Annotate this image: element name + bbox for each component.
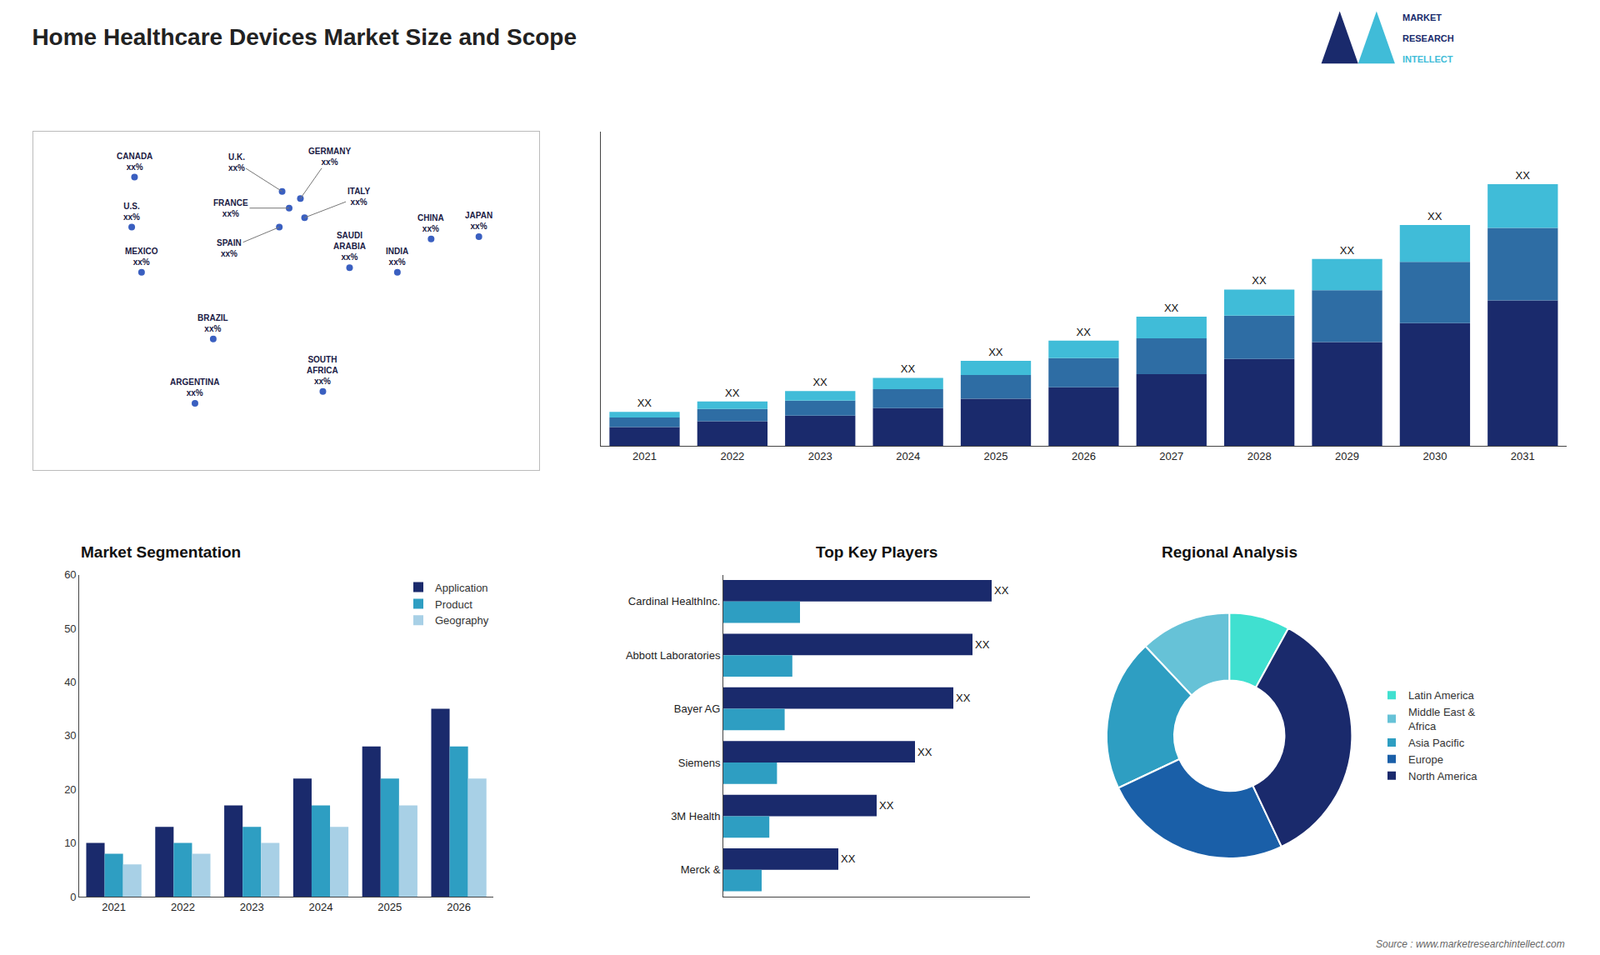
svg-text:2021: 2021 (632, 450, 657, 463)
svg-text:2026: 2026 (446, 900, 471, 914)
svg-text:2028: 2028 (1247, 450, 1272, 463)
svg-text:2030: 2030 (1422, 450, 1447, 463)
svg-text:60: 60 (64, 568, 76, 581)
svg-text:Regional Analysis: Regional Analysis (1161, 543, 1298, 561)
svg-text:GERMANYxx%: GERMANYxx% (308, 146, 351, 167)
svg-text:XX: XX (1427, 210, 1443, 223)
svg-text:Latin America: Latin America (1408, 689, 1475, 702)
svg-text:BRAZILxx%: BRAZILxx% (197, 313, 229, 334)
svg-text:XX: XX (955, 691, 971, 705)
svg-text:2025: 2025 (984, 450, 1009, 463)
svg-text:XX: XX (988, 345, 1004, 359)
svg-text:XX: XX (812, 375, 828, 389)
svg-text:Cardinal HealthInc.: Cardinal HealthInc. (628, 595, 721, 608)
svg-text:Abbott Laboratories: Abbott Laboratories (625, 649, 721, 662)
svg-text:JAPANxx%: JAPANxx% (465, 210, 493, 231)
svg-text:Europe: Europe (1408, 753, 1444, 766)
svg-text:2024: 2024 (895, 450, 920, 463)
svg-text:2024: 2024 (309, 900, 334, 914)
svg-text:2021: 2021 (101, 900, 126, 914)
svg-text:2023: 2023 (808, 450, 833, 463)
svg-text:ITALYxx%: ITALYxx% (347, 186, 371, 207)
svg-text:SOUTHAFRICAxx%: SOUTHAFRICAxx% (306, 355, 339, 386)
svg-text:XX: XX (840, 852, 856, 865)
svg-text:Home Healthcare Devices Market: Home Healthcare Devices Market Size and … (31, 24, 577, 50)
svg-text:Bayer AG: Bayer AG (674, 702, 721, 715)
svg-text:XX: XX (1340, 244, 1355, 257)
svg-text:XX: XX (879, 799, 895, 812)
svg-text:Product: Product (435, 598, 473, 611)
svg-text:2027: 2027 (1159, 450, 1184, 463)
svg-text:XX: XX (975, 638, 990, 651)
svg-text:INDIAxx%: INDIAxx% (385, 246, 409, 267)
svg-text:Middle East &Africa: Middle East &Africa (1408, 705, 1476, 733)
svg-text:XX: XX (637, 396, 653, 410)
svg-text:50: 50 (64, 622, 76, 635)
svg-text:XX: XX (994, 584, 1010, 597)
svg-text:0: 0 (70, 890, 76, 904)
svg-text:2022: 2022 (720, 450, 745, 463)
svg-text:Siemens: Siemens (678, 756, 721, 770)
svg-text:North America: North America (1408, 770, 1478, 783)
svg-text:10: 10 (64, 836, 76, 850)
svg-text:U.S.xx%: U.S.xx% (123, 201, 140, 222)
svg-text:Market Segmentation: Market Segmentation (80, 543, 241, 561)
svg-text:XX: XX (900, 362, 916, 375)
svg-text:CANADAxx%: CANADAxx% (116, 151, 153, 172)
svg-text:30: 30 (64, 729, 76, 742)
svg-text:U.K.xx%: U.K.xx% (228, 152, 245, 173)
svg-text:SPAINxx%: SPAINxx% (216, 238, 242, 259)
svg-text:Source : www.marketresearchint: Source : www.marketresearchintellect.com (1375, 938, 1565, 950)
svg-text:2023: 2023 (240, 900, 265, 914)
svg-text:Merck &: Merck & (680, 863, 721, 876)
svg-text:RESEARCH: RESEARCH (1402, 33, 1455, 44)
svg-text:SAUDIARABIAxx%: SAUDIARABIAxx% (333, 230, 366, 262)
svg-text:XX: XX (1515, 169, 1530, 182)
svg-text:2029: 2029 (1335, 450, 1360, 463)
svg-text:ARGENTINAxx%: ARGENTINAxx% (170, 377, 220, 398)
svg-text:XX: XX (1251, 274, 1267, 287)
svg-text:2026: 2026 (1071, 450, 1096, 463)
svg-text:Top Key Players: Top Key Players (815, 543, 938, 561)
svg-text:2025: 2025 (377, 900, 402, 914)
svg-text:CHINAxx%: CHINAxx% (417, 213, 445, 234)
svg-text:INTELLECT: INTELLECT (1402, 54, 1454, 65)
svg-text:XX: XX (1164, 301, 1180, 315)
svg-text:Geography: Geography (435, 614, 490, 627)
svg-text:Asia Pacific: Asia Pacific (1408, 736, 1465, 750)
svg-text:2022: 2022 (170, 900, 195, 914)
svg-text:Application: Application (435, 581, 489, 595)
svg-text:FRANCExx%: FRANCExx% (213, 198, 249, 219)
svg-text:MARKET: MARKET (1402, 12, 1442, 23)
svg-text:XX: XX (725, 386, 740, 400)
svg-text:40: 40 (64, 675, 76, 689)
svg-text:2031: 2031 (1510, 450, 1535, 463)
svg-text:XX: XX (1076, 325, 1092, 339)
svg-text:MEXICOxx%: MEXICOxx% (125, 246, 159, 267)
svg-text:XX: XX (917, 745, 933, 759)
svg-text:3M Health: 3M Health (670, 810, 720, 823)
svg-text:20: 20 (64, 783, 76, 796)
